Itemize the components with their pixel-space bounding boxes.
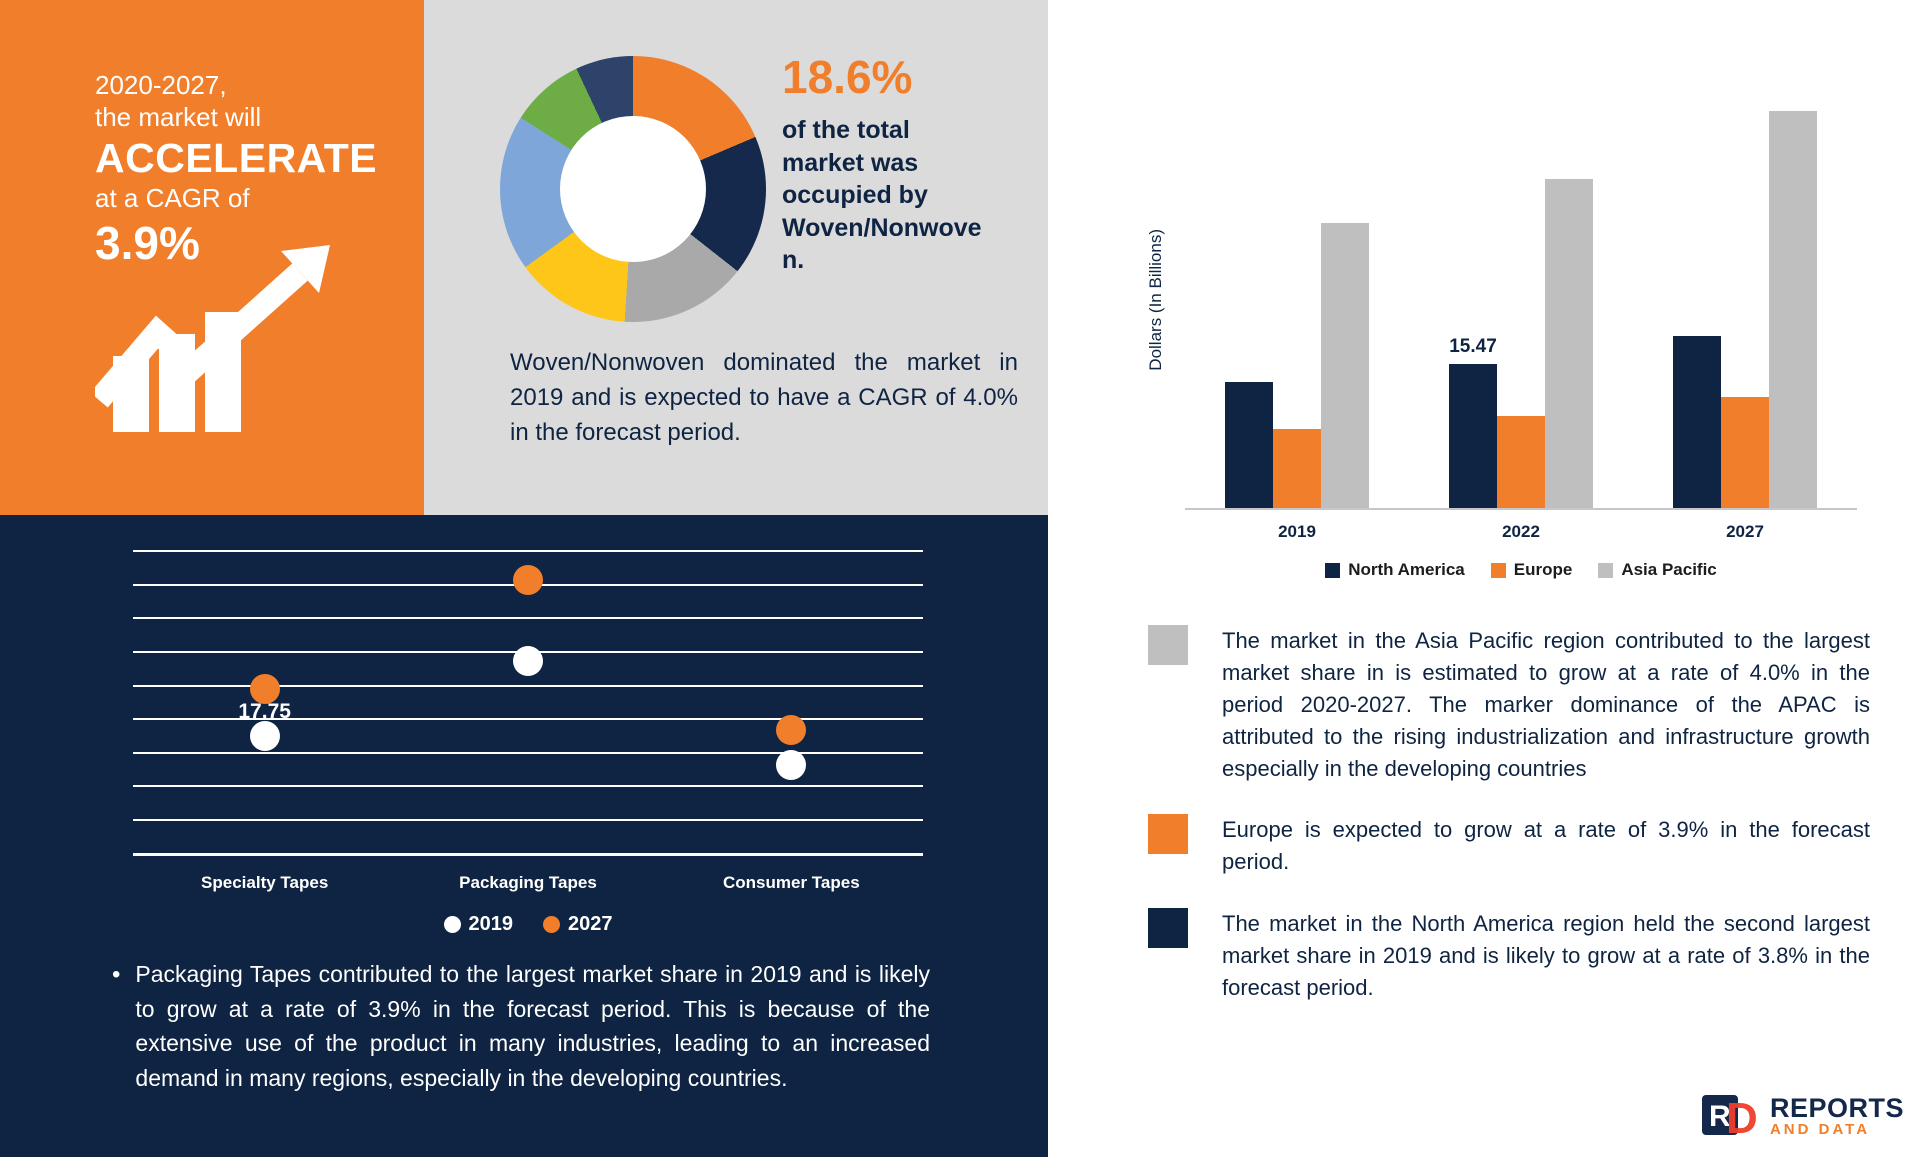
dot-2019-specialty-tapes: [249, 721, 280, 751]
legend-dot-2027: [543, 916, 560, 933]
cagr-line-rate: at a CAGR of: [95, 183, 250, 214]
segment-stat-block: 18.6% of the total market was occupied b…: [782, 50, 982, 277]
insight-asia-pacific: The market in the Asia Pacific region co…: [1148, 625, 1870, 784]
segment-stat-text: of the total market was occupied by Wove…: [782, 116, 982, 274]
bar-category-2019: 2019: [1278, 522, 1316, 541]
cagr-panel: 2020-2027, the market will ACCELERATE at…: [0, 0, 424, 515]
legend-swatch-europe: [1490, 562, 1506, 578]
bar-data-label: 15.47: [1449, 336, 1497, 357]
dot-plot-category-axis: Specialty Tapes Packaging Tapes Consumer…: [133, 873, 923, 893]
legend-label-europe: Europe: [1513, 560, 1573, 579]
bar-group-2022: 15.47: [1409, 90, 1633, 508]
insight-swatch-asia-pacific: [1148, 625, 1188, 665]
insight-north-america: The market in the North America region h…: [1148, 908, 1870, 1004]
insight-text-north-america: The market in the North America region h…: [1222, 911, 1870, 1001]
dot-plot-data-label: 17.75: [238, 700, 291, 723]
dot-2019-packaging-tapes: [513, 646, 543, 676]
dot-plot-legend: 2019 2027: [133, 913, 923, 936]
legend-item-asia-pacific: Asia Pacific: [1598, 560, 1717, 580]
product-type-dot-plot: 17.75: [133, 550, 923, 856]
insight-swatch-europe: [1148, 814, 1188, 855]
insight-text-asia-pacific: The market in the Asia Pacific region co…: [1222, 628, 1870, 781]
bar-asia-pacific-2027: [1769, 111, 1817, 508]
bar-north-america-2022: 15.47: [1449, 336, 1497, 508]
product-type-panel: 17.75 Specialty Tapes Packaging Tapes Co…: [0, 515, 1048, 1157]
bar-category-2022: 2022: [1502, 522, 1540, 541]
segment-paragraph: Woven/Nonwoven dominated the market in 2…: [510, 349, 1018, 446]
dot-plot-gridline: [133, 752, 923, 754]
bar-group-2027: [1633, 90, 1857, 508]
donut-hole: [560, 116, 706, 262]
legend-swatch-asia-pacific: [1598, 562, 1614, 578]
reports-and-data-logo: R D REPORTS AND DATA: [1701, 1091, 1904, 1141]
legend-swatch-north-america: [1325, 562, 1341, 578]
segment-stat-value: 18.6%: [782, 51, 913, 103]
legend-label-north-america: North America: [1348, 560, 1465, 579]
bar-category-2027: 2027: [1726, 522, 1764, 541]
bullet-icon: •: [112, 961, 121, 988]
legend-item-2019: 2019: [443, 913, 514, 936]
logo-text-reports: REPORTS: [1769, 1092, 1904, 1123]
insight-europe: Europe is expected to grow at a rate of …: [1148, 814, 1870, 878]
cagr-value: 3.9%: [95, 217, 200, 270]
legend-item-europe: Europe: [1490, 560, 1573, 580]
legend-label-2027: 2027: [568, 913, 613, 935]
packaging-tapes-note-text: Packaging Tapes contributed to the large…: [135, 961, 930, 1091]
bar-asia-pacific-2019: [1321, 223, 1369, 508]
logo-wordmark: REPORTS AND DATA: [1770, 1094, 1904, 1138]
regional-bar-chart: 15.47: [1185, 90, 1857, 510]
insight-swatch-north-america: [1148, 908, 1188, 949]
packaging-tapes-note: • Packaging Tapes contributed to the lar…: [112, 957, 930, 1095]
category-consumer-tapes: Consumer Tapes: [722, 873, 860, 892]
cagr-line-intro: the market will: [95, 101, 262, 132]
bar-europe-2022: [1497, 416, 1545, 508]
bar-asia-pacific-2022: [1545, 179, 1593, 508]
dot-2019-consumer-tapes: [776, 750, 807, 780]
growth-arrow-chart-icon: [95, 245, 330, 432]
bar-chart-legend: North America Europe Asia Pacific: [1185, 560, 1857, 580]
regional-insights-list: The market in the Asia Pacific region co…: [1148, 625, 1870, 1004]
legend-label-asia-pacific: Asia Pacific: [1621, 560, 1717, 579]
dot-plot-gridline: [133, 550, 923, 552]
bar-europe-2027: [1721, 397, 1769, 508]
category-packaging-tapes: Packaging Tapes: [459, 873, 597, 892]
dot-plot-gridline: [133, 685, 923, 687]
logo-text-and-data: AND DATA: [1769, 1121, 1871, 1139]
bar-north-america-2027: [1673, 336, 1721, 508]
dot-plot-gridline: [133, 819, 923, 821]
cagr-accelerate: ACCELERATE: [95, 135, 378, 182]
dot-plot-gridline: [133, 718, 923, 720]
svg-text:D: D: [1726, 1094, 1758, 1141]
bar-north-america-2019: [1225, 382, 1273, 508]
cagr-text-block: 2020-2027, the market will ACCELERATE at…: [95, 70, 377, 271]
bar-group-2019: [1185, 90, 1409, 508]
cagr-line-years: 2020-2027,: [95, 70, 227, 100]
regional-panel: Dollars (In Billions) 15.47 2019 2022 20…: [1048, 0, 1914, 1157]
segment-panel: 18.6% of the total market was occupied b…: [424, 0, 1048, 515]
dot-plot-gridline: [133, 785, 923, 787]
legend-item-north-america: North America: [1325, 560, 1465, 580]
dot-2027-specialty-tapes: [249, 674, 280, 704]
legend-dot-2019: [443, 916, 461, 933]
dot-2027-consumer-tapes: [776, 715, 807, 745]
insight-text-europe: Europe is expected to grow at a rate of …: [1222, 817, 1870, 875]
bar-europe-2019: [1273, 429, 1321, 508]
dot-2027-packaging-tapes: [513, 565, 543, 595]
dot-plot-gridline: [133, 617, 923, 619]
svg-text:R: R: [1709, 1100, 1731, 1133]
rd-logo-mark-icon: R D: [1701, 1094, 1758, 1141]
legend-item-2027: 2027: [543, 913, 613, 936]
bar-chart-ylabel: Dollars (In Billions): [1146, 229, 1165, 371]
category-specialty-tapes: Specialty Tapes: [201, 873, 329, 892]
legend-label-2019: 2019: [468, 913, 514, 935]
bar-chart-category-axis: 2019 2022 2027: [1185, 522, 1857, 542]
